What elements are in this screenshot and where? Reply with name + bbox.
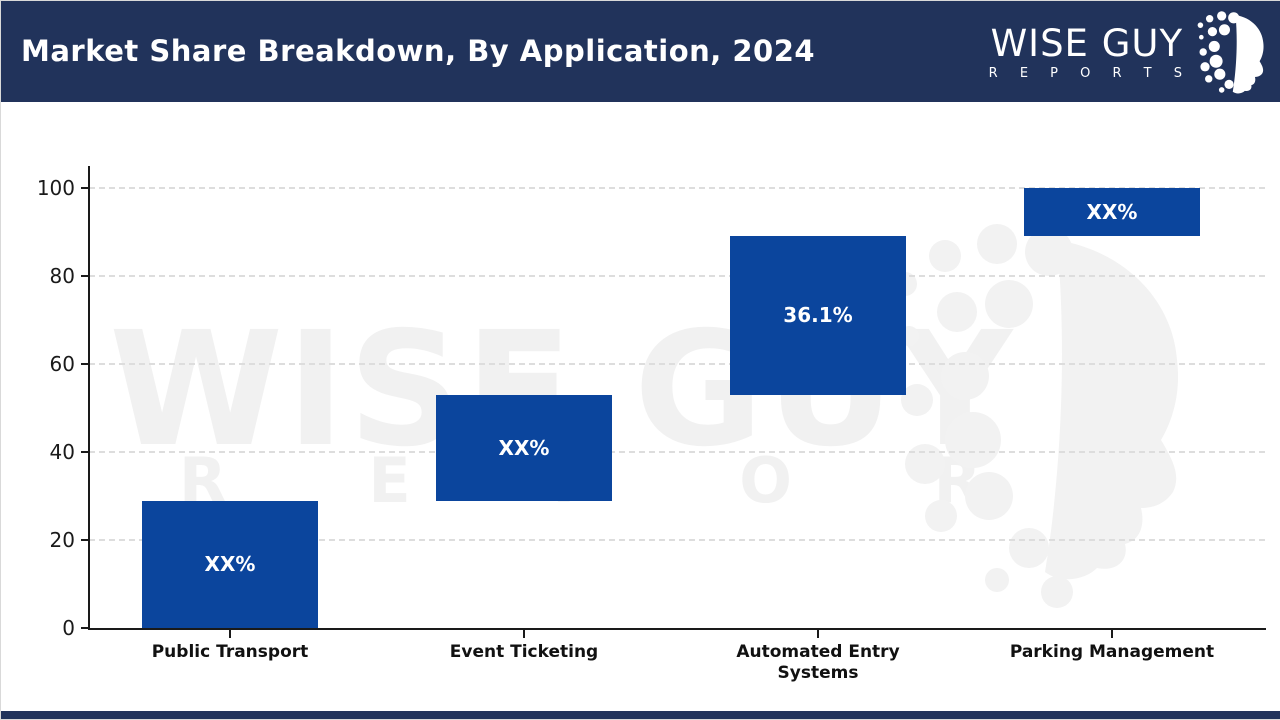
- y-axis-tick-label: 80: [49, 264, 75, 288]
- bar-value-label: XX%: [204, 552, 256, 577]
- y-axis-tick: [81, 627, 89, 629]
- y-axis-tick-label: 20: [49, 528, 75, 552]
- bar-segment: XX%: [1024, 188, 1200, 236]
- gridline: [89, 275, 1265, 277]
- bar-value-label: XX%: [498, 435, 550, 460]
- bar-value-label: XX%: [1086, 199, 1138, 224]
- y-axis-tick: [81, 187, 89, 189]
- chart-title: Market Share Breakdown, By Application, …: [21, 34, 816, 68]
- chart-area: WISE GUY R E P O R T S 020406080100XX%Pu…: [1, 102, 1280, 713]
- footer-bar: [1, 711, 1280, 719]
- y-axis-tick: [81, 451, 89, 453]
- category-label: Parking Management: [1009, 642, 1215, 662]
- y-axis-line: [88, 166, 90, 630]
- y-axis-tick-label: 100: [36, 176, 75, 200]
- wiseguy-logo: WISE GUY R E P O R T S: [983, 9, 1267, 95]
- gridline: [89, 451, 1265, 453]
- x-axis-tick: [523, 630, 525, 638]
- wiseguy-face-icon: [1197, 11, 1264, 94]
- x-axis-tick: [1111, 630, 1113, 638]
- x-axis-line: [88, 628, 1266, 630]
- category-label: Automated Entry Systems: [736, 642, 900, 683]
- category-label: Public Transport: [151, 642, 309, 662]
- y-axis-tick-label: 0: [62, 616, 75, 640]
- x-axis-tick: [229, 630, 231, 638]
- bar-value-label: 36.1%: [783, 303, 853, 328]
- gridline: [89, 363, 1265, 365]
- gridline: [89, 539, 1265, 541]
- y-axis-tick-label: 40: [49, 440, 75, 464]
- header-bar: Market Share Breakdown, By Application, …: [1, 1, 1280, 102]
- bar-segment: XX%: [142, 500, 318, 628]
- y-axis-tick: [81, 275, 89, 277]
- y-axis-tick: [81, 363, 89, 365]
- bar-segment: 36.1%: [730, 235, 906, 395]
- gridline: [89, 187, 1265, 189]
- logo-line1: WISE GUY: [990, 21, 1184, 65]
- y-axis-tick-label: 60: [49, 352, 75, 376]
- watermark-face-icon: [893, 224, 1179, 608]
- logo-wordmark: WISE GUY R E P O R T S: [983, 21, 1191, 81]
- category-label: Event Ticketing: [449, 642, 599, 662]
- y-axis-tick: [81, 539, 89, 541]
- bar-segment: XX%: [436, 394, 612, 501]
- logo-line2: R E P O R T S: [988, 65, 1191, 81]
- x-axis-tick: [817, 630, 819, 638]
